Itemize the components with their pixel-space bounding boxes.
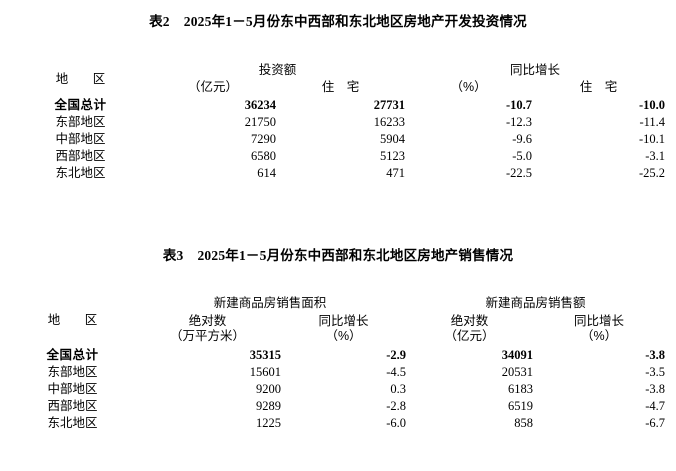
table3-title: 表3 2025年1－5月份东中西部和东北地区房地产销售情况: [0, 244, 676, 264]
cell-area_growth: -2.8: [386, 398, 407, 413]
table2-header-row-1: 地 区 投资额 同比增长: [11, 62, 665, 86]
table-row: 东北地区 1225 -6.0 858 -6.7: [11, 414, 665, 431]
cell-investment_residential: 27731: [373, 97, 406, 112]
table2-header-row-2: （亿元） 住 宅 （%） 住 宅: [11, 79, 665, 96]
table-row: 东部地区 15601 -4.5 20531 -3.5: [11, 363, 665, 380]
cell-growth_residential: -25.2: [638, 165, 666, 180]
table2-header-investment-unit: （亿元）: [187, 80, 238, 94]
table-row: 中部地区 9200 0.3 6183 -3.8: [11, 380, 665, 397]
cell-investment_residential: 471: [386, 165, 406, 180]
table3: 地 区 新建商品房销售面积 新建商品房销售额 绝对数 （万平方米） 同比增长 （…: [11, 295, 665, 431]
cell-investment_residential: 5123: [380, 148, 406, 163]
cell-investment: 7290: [251, 131, 276, 146]
cell-investment: 6580: [251, 148, 276, 163]
cell-area_growth: 0.3: [390, 381, 407, 396]
table-row: 西部地区 6580 5123 -5.0 -3.1: [11, 147, 665, 164]
table2-title: 表2 2025年1－5月份东中西部和东北地区房地产开发投资情况: [0, 10, 676, 30]
cell-area_growth: -2.9: [386, 347, 407, 362]
cell-area_abs: 9200: [256, 381, 281, 396]
cell-growth_residential: -10.0: [638, 97, 666, 112]
table3-header-area-growth: 同比增长 （%）: [318, 314, 369, 343]
row-region-label: 全国总计: [54, 97, 107, 112]
row-region-label: 中部地区: [47, 381, 98, 396]
cell-area_abs: 35315: [249, 347, 281, 362]
cell-amount_growth: -6.7: [645, 415, 666, 430]
table3-header-row-1: 地 区 新建商品房销售面积 新建商品房销售额: [11, 295, 665, 327]
cell-investment: 36234: [244, 97, 276, 112]
cell-growth_residential: -11.4: [639, 114, 666, 129]
cell-amount_growth: -4.7: [645, 398, 666, 413]
table2-header-growth-unit: （%）: [450, 80, 487, 94]
row-region-label: 东部地区: [55, 114, 106, 129]
cell-investment: 614: [257, 165, 276, 180]
cell-area_abs: 15601: [249, 364, 281, 379]
table3-header-region: 地 区: [47, 313, 104, 327]
table3-header-amount-abs: 绝对数 （亿元）: [444, 314, 495, 343]
cell-growth: -22.5: [505, 165, 533, 180]
table-row: 全国总计 36234 27731 -10.7 -10.0: [11, 96, 665, 113]
cell-growth: -5.0: [512, 148, 533, 163]
table-row: 东北地区 614 471 -22.5 -25.2: [11, 164, 665, 181]
table2-wrapper: 地 区 投资额 同比增长 （亿元） 住 宅 （%） 住 宅: [11, 62, 665, 181]
table2: 地 区 投资额 同比增长 （亿元） 住 宅 （%） 住 宅: [11, 62, 665, 181]
cell-amount_abs: 34091: [501, 347, 534, 362]
table-row: 中部地区 7290 5904 -9.6 -10.1: [11, 130, 665, 147]
table2-header-investment-group: 投资额: [258, 63, 297, 77]
cell-investment: 21750: [244, 114, 276, 129]
cell-area_growth: -6.0: [386, 415, 407, 430]
cell-amount_growth: -3.8: [645, 381, 666, 396]
cell-amount_growth: -3.8: [645, 347, 666, 362]
cell-growth: -9.6: [512, 131, 533, 146]
table2-header-growth-group: 同比增长: [510, 63, 561, 77]
cell-amount_abs: 858: [514, 415, 534, 430]
table3-header-amount-growth: 同比增长 （%）: [574, 314, 625, 343]
table3-title-label: 表3: [162, 248, 184, 263]
cell-investment_residential: 16233: [373, 114, 406, 129]
cell-area_abs: 1225: [256, 415, 281, 430]
cell-growth_residential: -10.1: [638, 131, 666, 146]
cell-amount_growth: -3.5: [645, 364, 666, 379]
cell-area_abs: 9289: [256, 398, 281, 413]
cell-growth_residential: -3.1: [645, 148, 666, 163]
table2-header-investment-residential: 住 宅: [321, 80, 360, 94]
cell-amount_abs: 6183: [508, 381, 534, 396]
table3-header-area-group: 新建商品房销售面积: [213, 296, 327, 310]
row-region-label: 西部地区: [55, 148, 106, 163]
table3-title-text: 2025年1－5月份东中西部和东北地区房地产销售情况: [197, 248, 514, 263]
table2-title-label: 表2: [149, 14, 170, 29]
cell-growth: -10.7: [505, 97, 533, 112]
row-region-label: 东北地区: [47, 415, 98, 430]
table3-header-row-2: 绝对数 （万平方米） 同比增长 （%） 绝对数 （亿元） 同比增长 （%）: [11, 312, 665, 346]
cell-amount_abs: 6519: [508, 398, 534, 413]
table3-header-area-abs: 绝对数 （万平方米）: [169, 314, 245, 343]
cell-growth: -12.3: [505, 114, 533, 129]
cell-area_growth: -4.5: [386, 364, 407, 379]
cell-investment_residential: 5904: [380, 131, 406, 146]
row-region-label: 西部地区: [47, 398, 98, 413]
table-row: 东部地区 21750 16233 -12.3 -11.4: [11, 113, 665, 130]
row-region-label: 东北地区: [55, 165, 106, 180]
table3-header-amount-group: 新建商品房销售额: [485, 296, 586, 310]
row-region-label: 全国总计: [46, 347, 99, 362]
table2-header-region: 地 区: [55, 71, 112, 86]
row-region-label: 中部地区: [55, 131, 106, 146]
cell-amount_abs: 20531: [501, 364, 534, 379]
table-row: 西部地区 9289 -2.8 6519 -4.7: [11, 397, 665, 414]
table3-wrapper: 地 区 新建商品房销售面积 新建商品房销售额 绝对数 （万平方米） 同比增长 （…: [11, 295, 665, 431]
row-region-label: 东部地区: [47, 364, 98, 379]
table2-title-text: 2025年1－5月份东中西部和东北地区房地产开发投资情况: [183, 14, 527, 29]
table-row: 全国总计 35315 -2.9 34091 -3.8: [11, 346, 665, 363]
table2-header-growth-residential: 住 宅: [579, 80, 618, 94]
